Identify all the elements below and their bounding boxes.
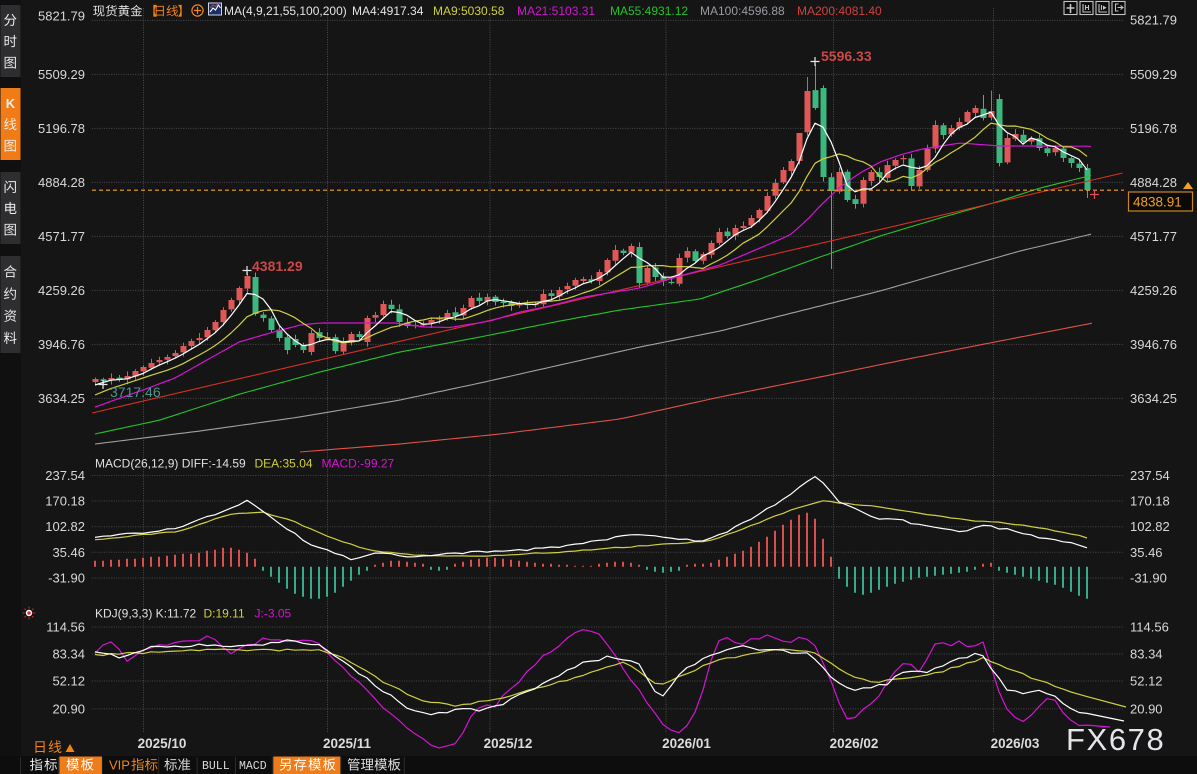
svg-text:5196.78: 5196.78 xyxy=(1130,121,1177,136)
svg-text:BULL: BULL xyxy=(202,760,230,773)
svg-text:MA9:5030.58: MA9:5030.58 xyxy=(433,4,505,18)
svg-text:DEA:35.04: DEA:35.04 xyxy=(255,457,313,471)
svg-text:MA4:4917.34: MA4:4917.34 xyxy=(352,4,424,18)
svg-text:3717.46: 3717.46 xyxy=(110,384,161,400)
svg-text:83.34: 83.34 xyxy=(1130,647,1163,662)
svg-text:K: K xyxy=(6,96,16,111)
svg-text:2026/01: 2026/01 xyxy=(662,736,711,751)
svg-text:MA200:4081.40: MA200:4081.40 xyxy=(797,4,882,18)
svg-text:VIP: VIP xyxy=(109,758,130,773)
svg-text:4259.26: 4259.26 xyxy=(38,283,85,298)
svg-text:2026/03: 2026/03 xyxy=(991,736,1040,751)
svg-text:4884.28: 4884.28 xyxy=(38,175,85,190)
svg-text:3946.76: 3946.76 xyxy=(1130,337,1177,352)
svg-text:FX678: FX678 xyxy=(1066,722,1165,757)
svg-text:4838.91: 4838.91 xyxy=(1133,195,1182,210)
svg-text:2025/12: 2025/12 xyxy=(484,736,533,751)
svg-text:4884.28: 4884.28 xyxy=(1130,175,1177,190)
svg-text:237.54: 237.54 xyxy=(45,468,85,483)
svg-text:5821.79: 5821.79 xyxy=(1130,13,1177,28)
svg-text:KDJ(9,3,3) K:11.72: KDJ(9,3,3) K:11.72 xyxy=(95,607,196,621)
svg-text:83.34: 83.34 xyxy=(52,647,85,662)
svg-text:D:19.11: D:19.11 xyxy=(204,607,245,621)
svg-text:MA21:5103.31: MA21:5103.31 xyxy=(517,4,595,18)
svg-text:114.56: 114.56 xyxy=(46,620,85,635)
svg-text:170.18: 170.18 xyxy=(45,494,85,509)
svg-text:MA55:4931.12: MA55:4931.12 xyxy=(610,4,688,18)
svg-text:5196.78: 5196.78 xyxy=(38,121,85,136)
svg-text:52.12: 52.12 xyxy=(52,674,85,689)
svg-text:MA(4,9,21,55,100,200): MA(4,9,21,55,100,200) xyxy=(224,4,347,18)
svg-text:3634.25: 3634.25 xyxy=(1130,391,1177,406)
svg-text:MACD(26,12,9) DIFF:-14.59: MACD(26,12,9) DIFF:-14.59 xyxy=(95,457,246,471)
svg-text:5509.29: 5509.29 xyxy=(38,67,85,82)
svg-text:4571.77: 4571.77 xyxy=(1130,229,1177,244)
svg-text:4571.77: 4571.77 xyxy=(38,229,85,244)
svg-text:4381.29: 4381.29 xyxy=(252,258,303,274)
svg-text:20.90: 20.90 xyxy=(1130,701,1163,716)
svg-text:2025/10: 2025/10 xyxy=(138,736,187,751)
svg-text:20.90: 20.90 xyxy=(52,701,85,716)
svg-text:2026/02: 2026/02 xyxy=(830,736,879,751)
svg-text:5596.33: 5596.33 xyxy=(821,48,872,64)
svg-text:4259.26: 4259.26 xyxy=(1130,283,1177,298)
svg-text:3946.76: 3946.76 xyxy=(38,337,85,352)
svg-text:-31.90: -31.90 xyxy=(48,571,85,586)
svg-text:5821.79: 5821.79 xyxy=(38,9,85,24)
svg-text:170.18: 170.18 xyxy=(1130,494,1170,509)
svg-text:MA100:4596.88: MA100:4596.88 xyxy=(700,4,785,18)
svg-text:J:-3.05: J:-3.05 xyxy=(255,607,292,621)
svg-text:3634.25: 3634.25 xyxy=(38,391,85,406)
svg-text:35.46: 35.46 xyxy=(1130,545,1163,560)
svg-text:-31.90: -31.90 xyxy=(1130,571,1167,586)
svg-text:35.46: 35.46 xyxy=(52,545,85,560)
svg-text:237.54: 237.54 xyxy=(1130,468,1170,483)
svg-text:2025/11: 2025/11 xyxy=(323,736,372,751)
svg-text:MACD: MACD xyxy=(239,760,267,773)
svg-text:102.82: 102.82 xyxy=(1130,519,1170,534)
svg-text:5509.29: 5509.29 xyxy=(1130,67,1177,82)
svg-text:102.82: 102.82 xyxy=(45,519,85,534)
svg-text:MACD:-99.27: MACD:-99.27 xyxy=(322,457,395,471)
svg-text:114.56: 114.56 xyxy=(1130,620,1169,635)
svg-text:52.12: 52.12 xyxy=(1130,674,1163,689)
